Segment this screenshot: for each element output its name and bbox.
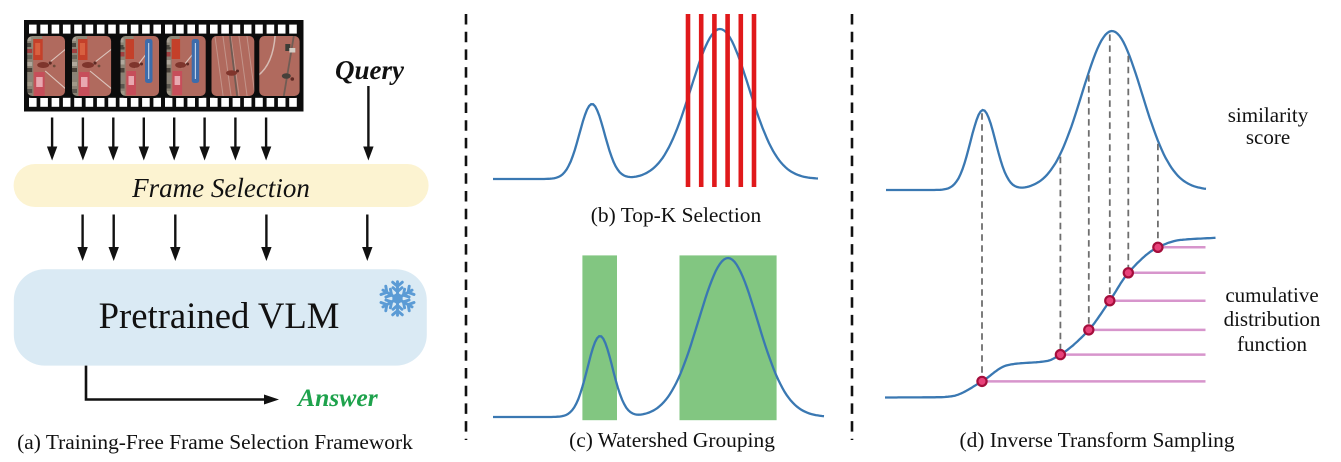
svg-text:Query: Query [335, 55, 405, 85]
svg-text:(c) Watershed Grouping: (c) Watershed Grouping [569, 428, 775, 452]
svg-text:(d) Inverse Transform Sampling: (d) Inverse Transform Sampling [959, 428, 1234, 452]
svg-text:Pretrained VLM: Pretrained VLM [99, 295, 340, 336]
svg-text:similarity: similarity [1228, 103, 1309, 127]
svg-text:function: function [1237, 332, 1307, 356]
svg-text:(b) Top-K Selection: (b) Top-K Selection [591, 203, 762, 227]
svg-text:(a) Training-Free Frame Select: (a) Training-Free Frame Selection Framew… [17, 430, 413, 454]
svg-text:Frame Selection: Frame Selection [131, 173, 310, 203]
svg-text:Answer: Answer [296, 383, 379, 412]
svg-text:score: score [1246, 125, 1290, 149]
svg-text:distribution: distribution [1224, 307, 1321, 331]
svg-text:cumulative: cumulative [1225, 283, 1318, 307]
